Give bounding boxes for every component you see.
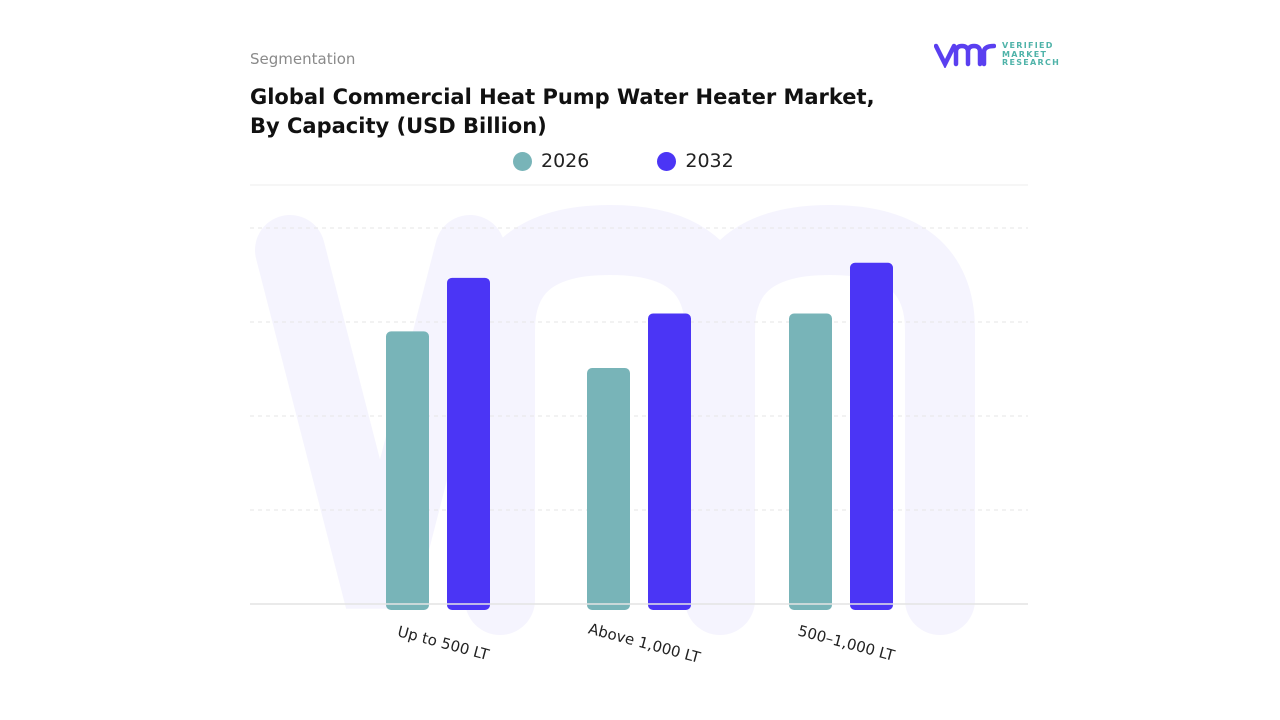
title-line-1: Global Commercial Heat Pump Water Heater… bbox=[250, 85, 875, 109]
vmr-logo-mark-icon bbox=[934, 43, 996, 68]
bar-2026 bbox=[789, 313, 832, 610]
watermark bbox=[255, 204, 975, 635]
title-line-2: By Capacity (USD Billion) bbox=[250, 114, 547, 138]
vmr-logo: VERIFIED MARKET RESEARCH bbox=[934, 42, 1060, 68]
logo-text-1: VERIFIED bbox=[1002, 41, 1054, 51]
bar-2026 bbox=[386, 331, 429, 610]
legend-label: 2032 bbox=[685, 150, 734, 172]
logo-text-2: MARKET bbox=[1002, 49, 1048, 59]
x-tick-label: Up to 500 LT bbox=[396, 622, 492, 664]
bar-2026 bbox=[587, 368, 630, 610]
logo-text-3: RESEARCH bbox=[1002, 58, 1061, 68]
x-tick-label: 500–1,000 LT bbox=[796, 622, 897, 665]
section-label: Segmentation bbox=[250, 50, 356, 68]
legend-item-2032: 2032 bbox=[657, 150, 734, 172]
legend-label: 2026 bbox=[541, 150, 590, 172]
bar-2032 bbox=[850, 262, 893, 610]
bar-2032 bbox=[648, 313, 691, 610]
legend: 2026 2032 bbox=[513, 150, 734, 172]
legend-dot-icon bbox=[657, 151, 677, 171]
legend-dot-icon bbox=[513, 151, 532, 171]
x-tick-label: Above 1,000 LT bbox=[586, 620, 703, 667]
chart-title: Global Commercial Heat Pump Water Heater… bbox=[250, 83, 890, 141]
legend-item-2026: 2026 bbox=[513, 150, 589, 172]
bar-2032 bbox=[447, 277, 490, 610]
